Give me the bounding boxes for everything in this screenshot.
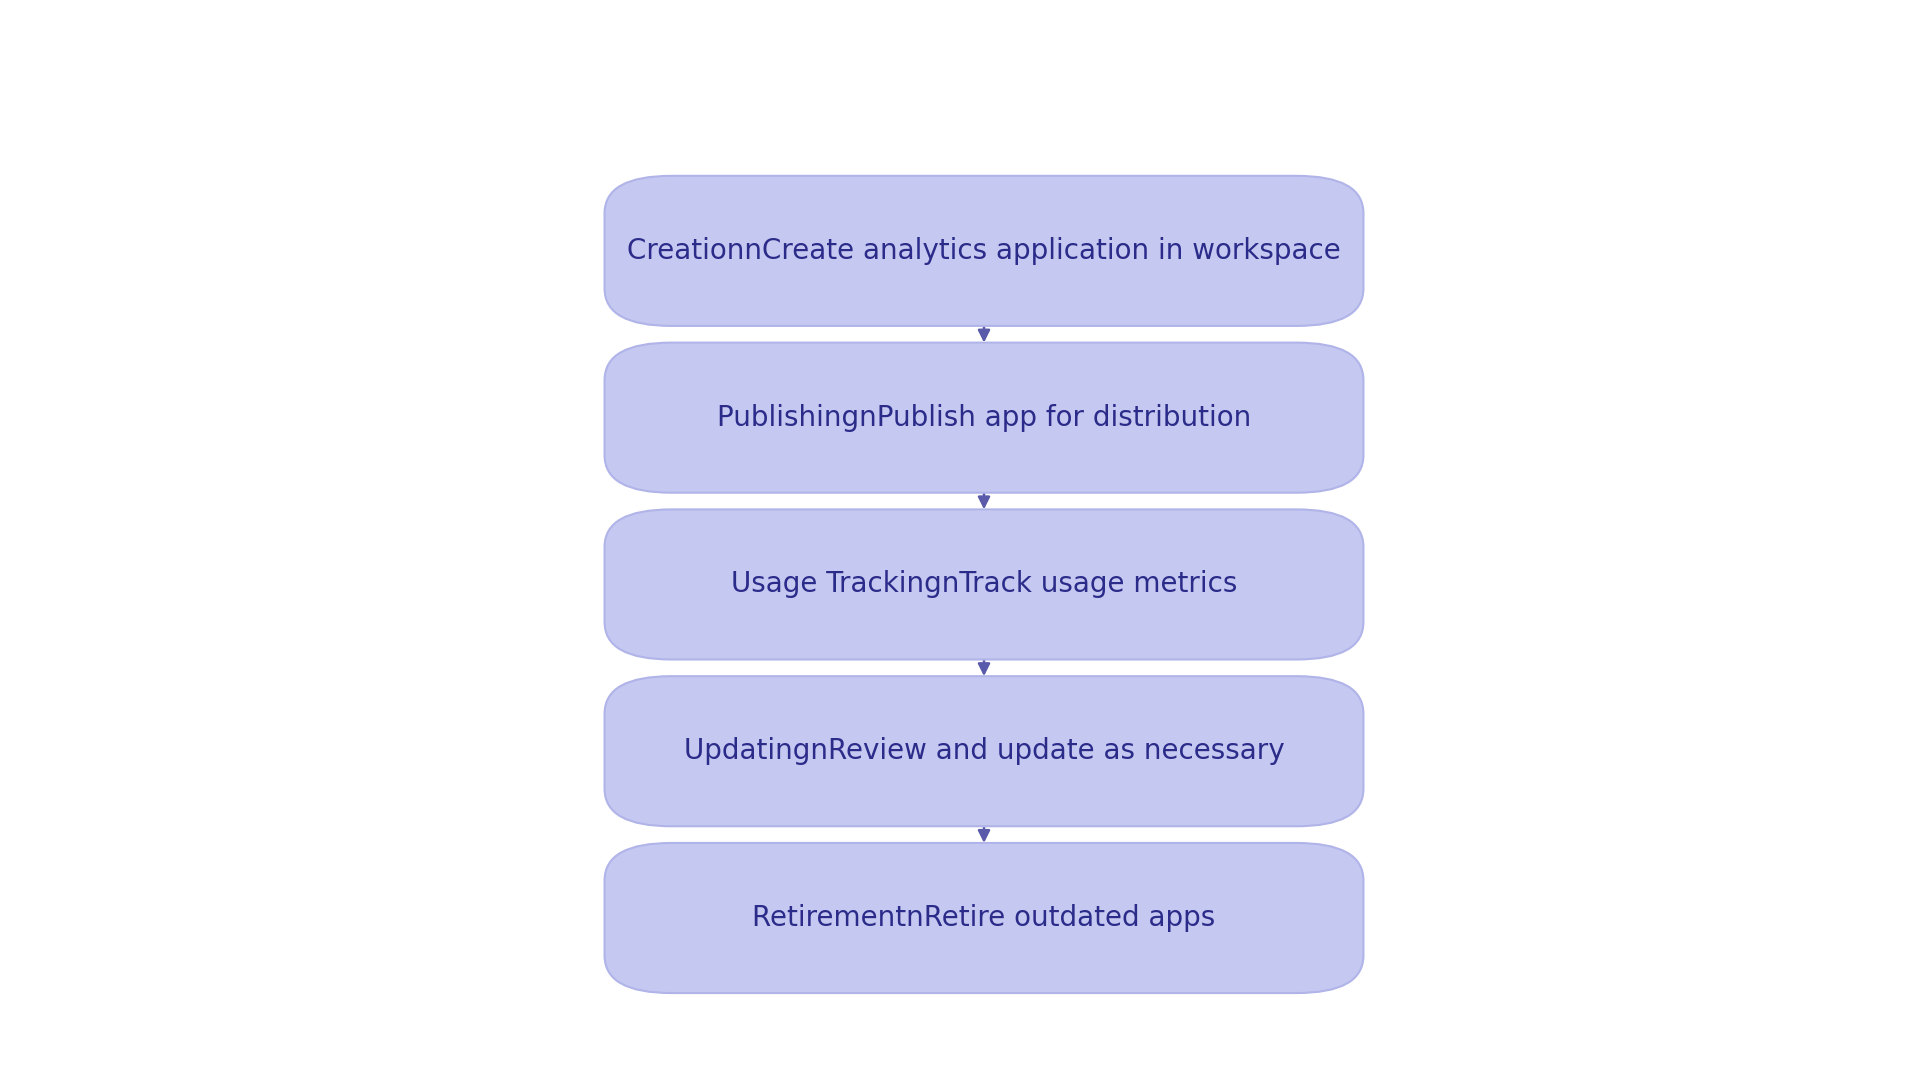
Text: CreationnCreate analytics application in workspace: CreationnCreate analytics application in… xyxy=(628,237,1340,265)
FancyBboxPatch shape xyxy=(605,509,1363,660)
Text: RetirementnRetire outdated apps: RetirementnRetire outdated apps xyxy=(753,904,1215,932)
FancyBboxPatch shape xyxy=(605,342,1363,493)
FancyBboxPatch shape xyxy=(605,843,1363,993)
FancyBboxPatch shape xyxy=(605,676,1363,826)
Text: Usage TrackingnTrack usage metrics: Usage TrackingnTrack usage metrics xyxy=(732,571,1236,599)
Text: PublishingnPublish app for distribution: PublishingnPublish app for distribution xyxy=(716,404,1252,432)
FancyBboxPatch shape xyxy=(605,175,1363,326)
Text: UpdatingnReview and update as necessary: UpdatingnReview and update as necessary xyxy=(684,738,1284,766)
